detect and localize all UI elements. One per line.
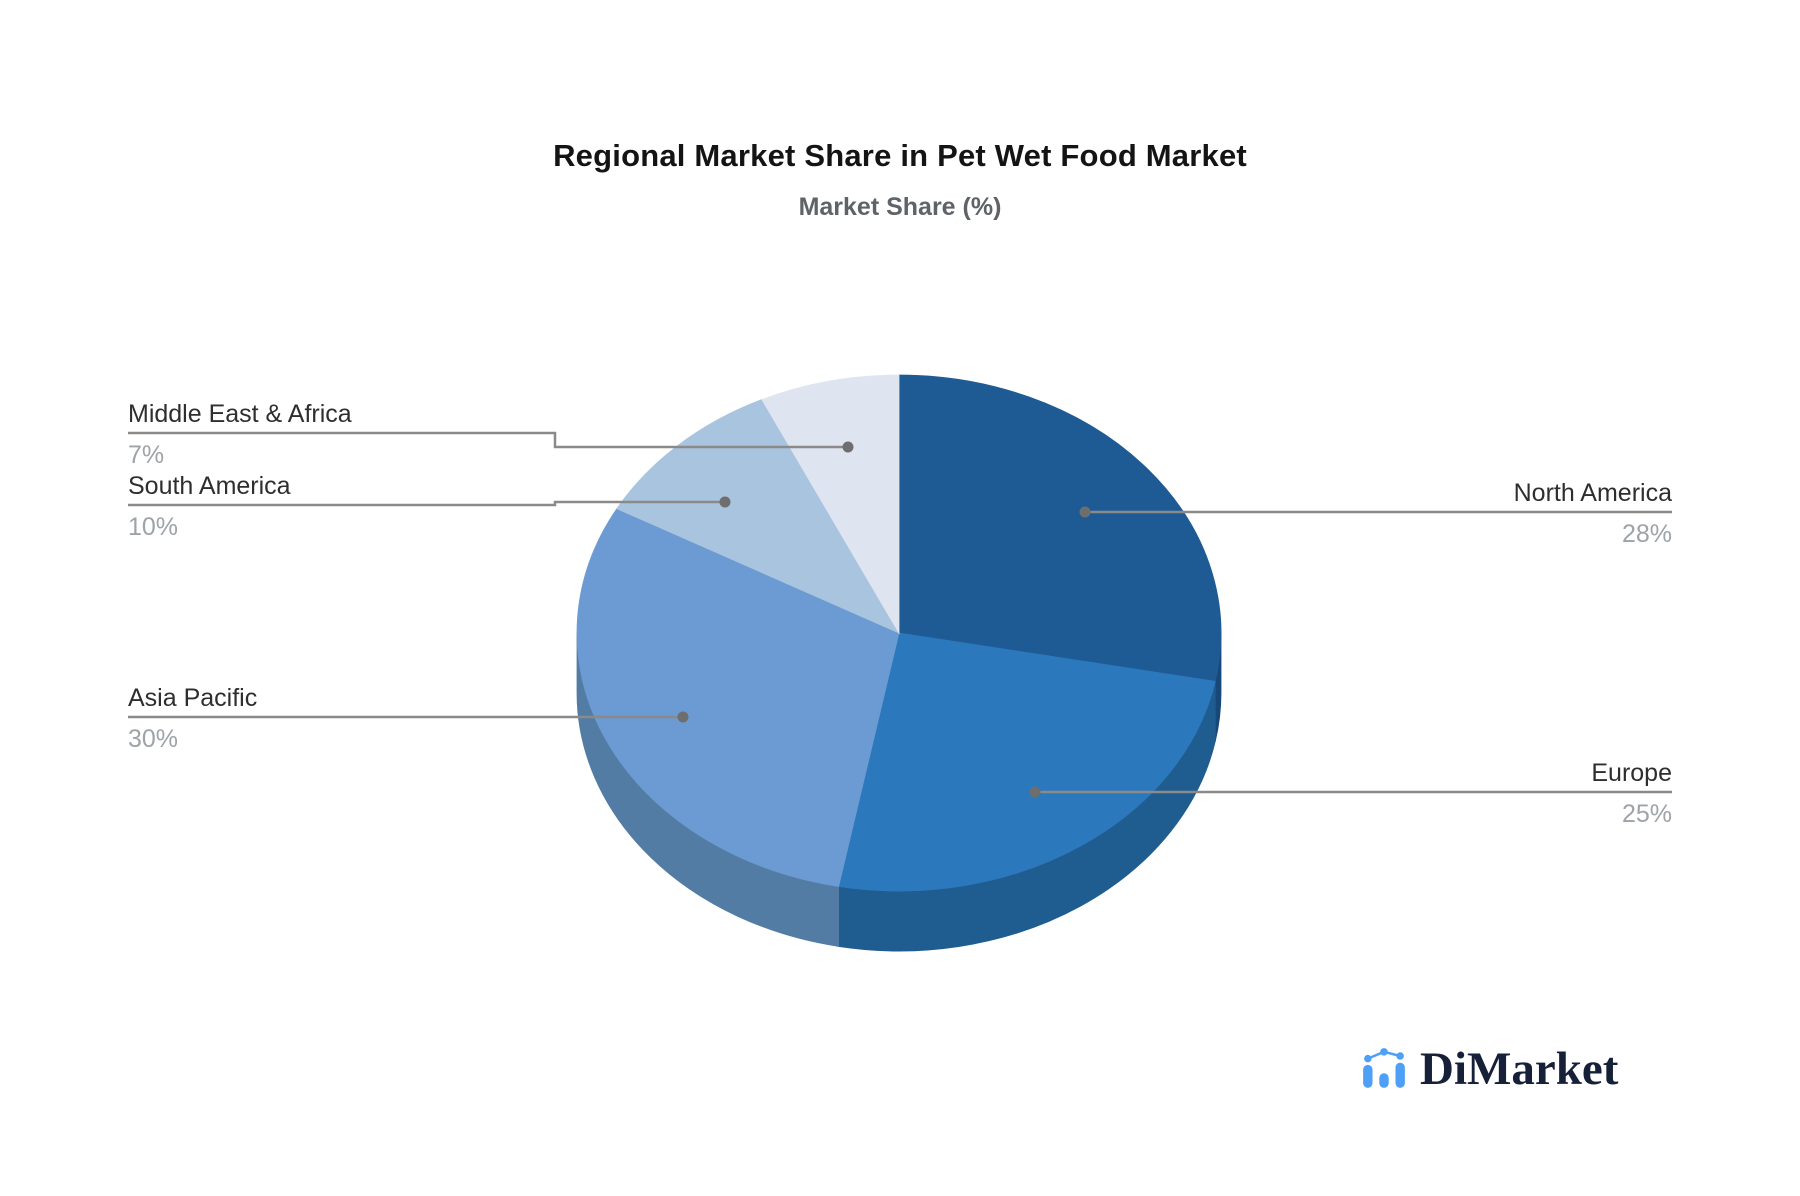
callout-line-south-america [128,500,725,507]
callout-dot-asia-pacific [677,711,689,723]
pie-slice-asia-pacific [576,508,900,887]
slice-label-asia-pacific: Asia Pacific [128,684,258,712]
slice-value-north-america: 28% [1621,520,1672,548]
brand-logo-text: DiMarket [1420,1043,1619,1095]
callout-dot-south-america [719,496,731,508]
pie-slice-middle-east-africa [761,374,900,635]
slice-label-europe: Europe [1591,759,1672,787]
pie-slice-south-america [616,399,900,634]
chart-title: Regional Market Share in Pet Wet Food Ma… [553,138,1247,173]
pie-slice-europe [838,632,1216,892]
slice-value-south-america: 10% [128,513,179,541]
chart-subtitle: Market Share (%) [798,193,1002,221]
callout-dot-europe [1029,786,1041,798]
callout-dot-middle-east-africa [842,441,854,453]
callout-line-middle-east-africa [128,431,848,449]
bar-line-chart-icon [1363,1048,1405,1088]
slice-value-europe: 25% [1621,800,1672,828]
callout-dot-north-america [1079,506,1091,518]
brand-logo: DiMarket [1360,1038,1618,1094]
slice-value-asia-pacific: 30% [128,725,179,753]
pie-slice-north-america [898,374,1222,682]
slice-value-middle-east-africa: 7% [128,441,165,469]
slice-label-north-america: North America [1513,479,1672,507]
slice-label-south-america: South America [128,472,291,500]
slice-label-middle-east-africa: Middle East & Africa [128,400,352,428]
